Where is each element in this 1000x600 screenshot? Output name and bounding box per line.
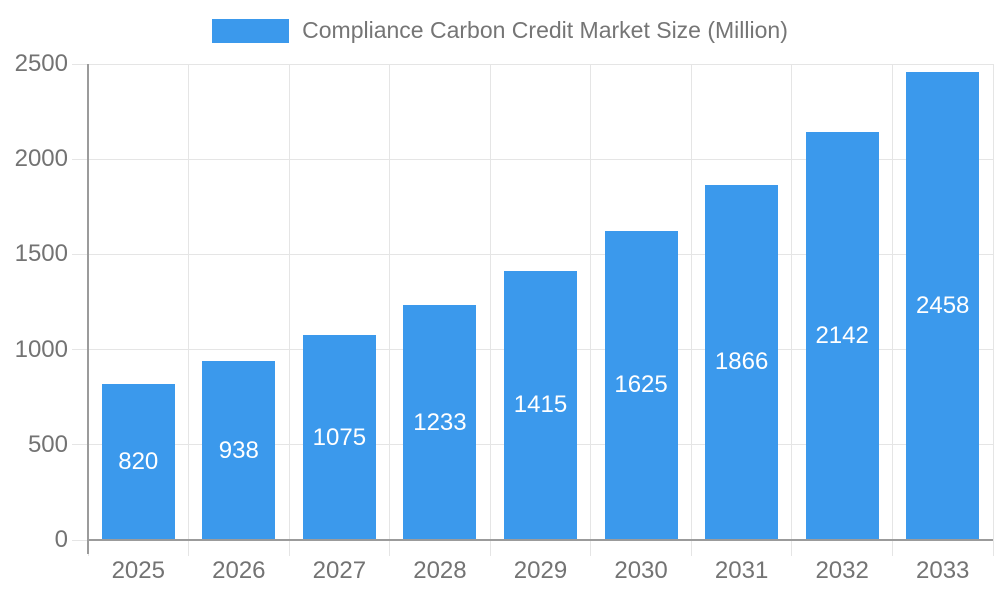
bar-2027[interactable]: 1075 [302, 335, 376, 540]
x-axis-tick-label: 2028 [413, 557, 467, 584]
x-axis-tick-label: 2026 [212, 557, 266, 584]
bar-value-label: 820 [118, 447, 159, 475]
legend-label: Compliance Carbon Credit Market Size (Mi… [302, 17, 788, 43]
y-axis-tick-label: 500 [27, 430, 68, 458]
bar-value-label: 1233 [413, 408, 467, 436]
gridline-horizontal [72, 158, 993, 160]
bar-value-label: 1625 [614, 371, 668, 399]
bar-value-label: 2142 [815, 322, 869, 350]
gridline-vertical [992, 64, 994, 556]
legend-swatch-icon [212, 18, 290, 43]
bar-value-label: 2458 [916, 291, 970, 319]
x-axis-tick-label: 2027 [312, 557, 367, 584]
bar-2032[interactable]: 2142 [805, 132, 879, 540]
y-axis-tick-label: 1000 [14, 335, 68, 363]
y-axis-tick-label: 2000 [14, 145, 68, 173]
y-axis-line [87, 64, 89, 554]
bar-2026[interactable]: 938 [202, 361, 276, 540]
x-axis-tick-label: 2030 [614, 557, 668, 584]
x-axis-tick-label: 2031 [714, 557, 769, 584]
bar-2033[interactable]: 2458 [906, 71, 980, 540]
bar-2031[interactable]: 1866 [705, 184, 779, 540]
gridline-vertical [288, 64, 290, 556]
x-axis-tick-label: 2029 [513, 557, 568, 584]
y-axis-tick-label: 0 [54, 526, 68, 553]
gridline-vertical [188, 64, 190, 556]
bar-value-label: 1415 [513, 391, 568, 419]
gridline-vertical [791, 64, 793, 556]
gridline-horizontal [72, 63, 993, 65]
x-axis-tick-label: 2033 [916, 557, 970, 584]
y-axis-tick-label: 1500 [14, 240, 68, 268]
bar-2030[interactable]: 1625 [604, 230, 678, 540]
bar-2025[interactable]: 820 [101, 383, 175, 540]
bar-2028[interactable]: 1233 [403, 305, 477, 540]
bar-value-label: 1075 [312, 423, 367, 451]
legend-item[interactable]: Compliance Carbon Credit Market Size (Mi… [212, 17, 788, 44]
bar-2029[interactable]: 1415 [504, 270, 577, 540]
gridline-horizontal [72, 253, 993, 255]
bar-value-label: 1866 [714, 348, 769, 376]
bar-value-label: 938 [218, 436, 259, 464]
x-axis-tick-label: 2025 [111, 557, 165, 584]
gridline-vertical [489, 64, 491, 556]
legend: Compliance Carbon Credit Market Size (Mi… [0, 17, 1000, 44]
gridline-vertical [891, 64, 893, 556]
gridline-vertical [590, 64, 592, 556]
x-axis-line [87, 539, 993, 541]
gridline-vertical [389, 64, 391, 556]
gridline-vertical [690, 64, 692, 556]
x-axis-tick-label: 2032 [815, 557, 869, 584]
y-axis-tick-label: 2500 [14, 50, 68, 77]
